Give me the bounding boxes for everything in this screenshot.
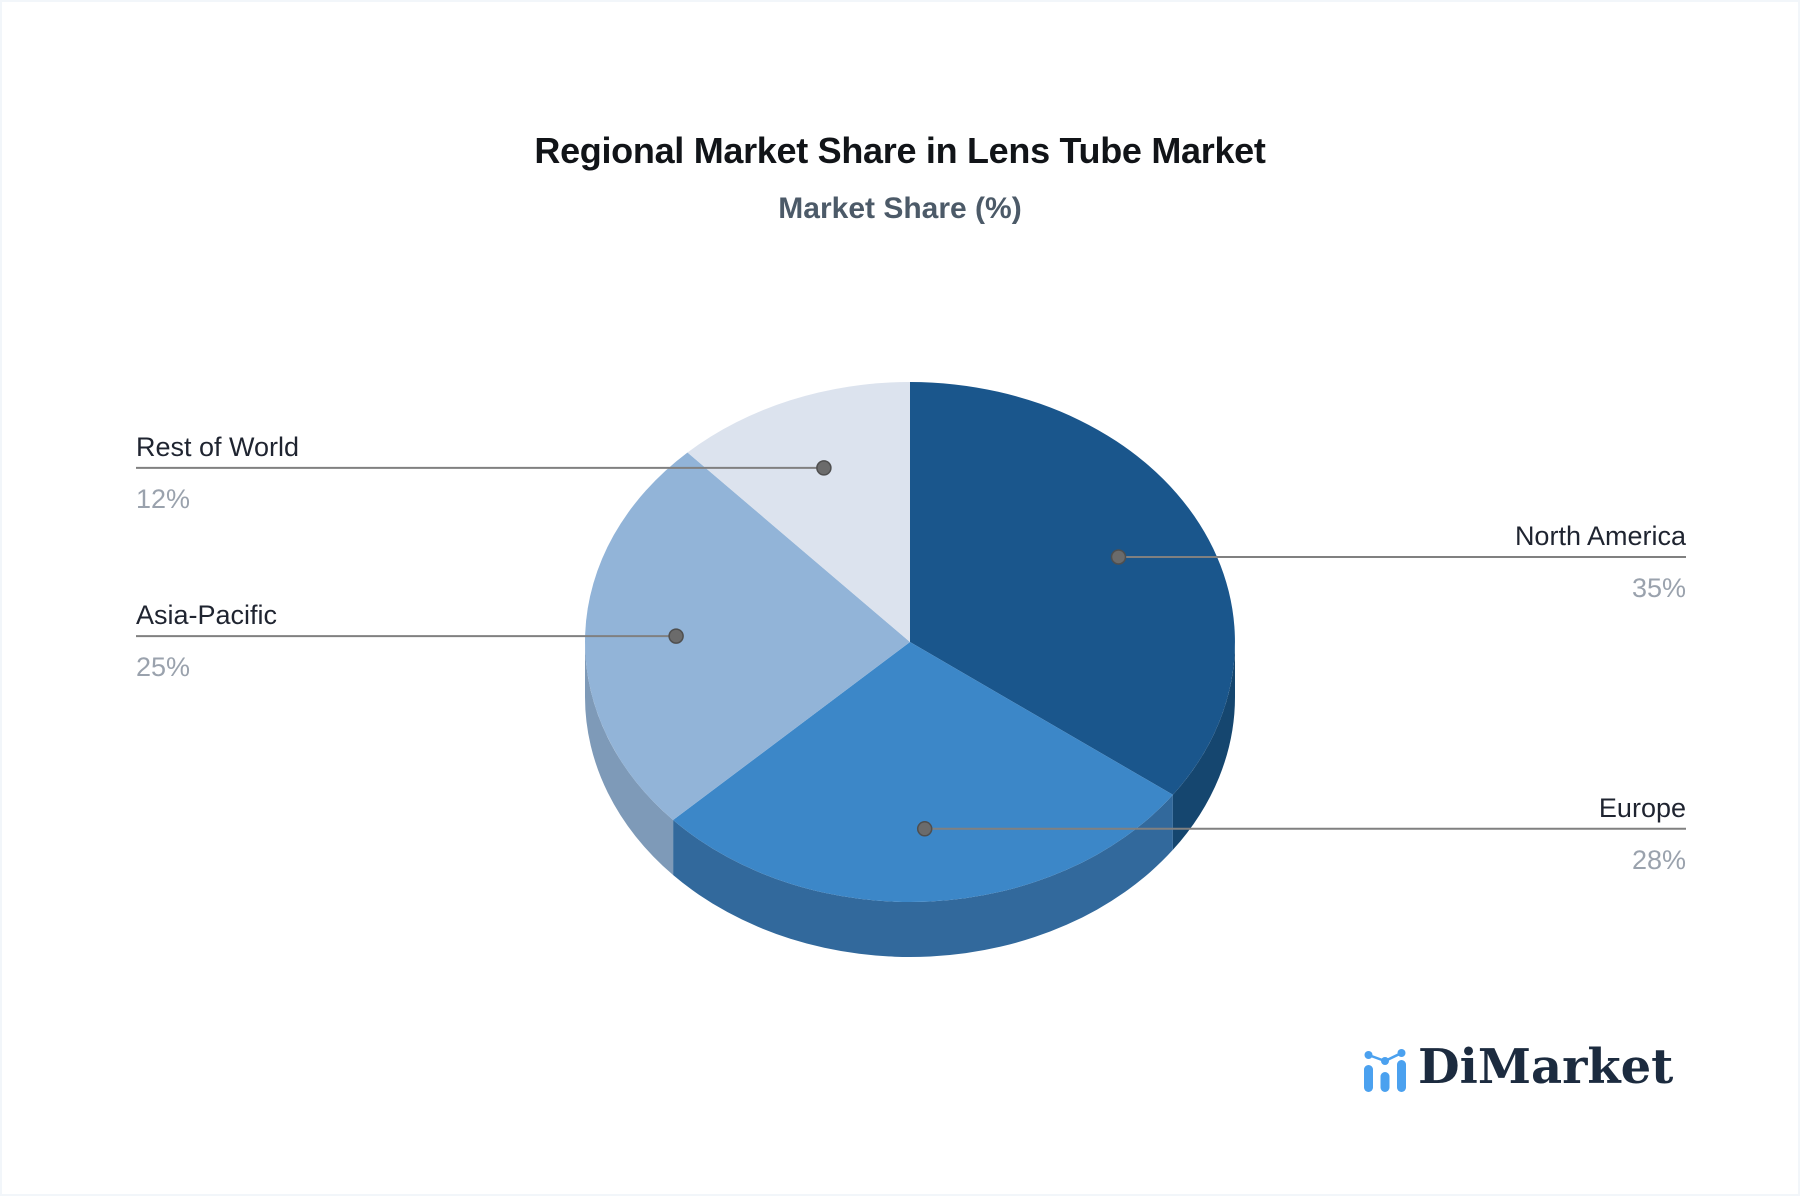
pie-slice-side-europe bbox=[673, 794, 1173, 957]
callout-dot-north-america bbox=[1110, 549, 1127, 565]
callout-label-europe: Europe bbox=[1599, 793, 1686, 823]
pie-slice-side-asia-pacific bbox=[585, 642, 674, 875]
callout-label-asia-pacific: Asia-Pacific bbox=[136, 600, 277, 630]
callout-value-north-america: 35% bbox=[1632, 573, 1686, 603]
callout-dot-europe bbox=[916, 821, 933, 837]
chart-title: Regional Market Share in Lens Tube Marke… bbox=[534, 130, 1266, 171]
pie-slice-north-america[interactable] bbox=[910, 382, 1235, 795]
callout-value-asia-pacific: 25% bbox=[136, 652, 190, 682]
chart-subtitle: Market Share (%) bbox=[778, 192, 1022, 225]
callout-dot-rest-of-world bbox=[816, 460, 832, 476]
pie-slice-side-north-america bbox=[1172, 642, 1235, 850]
callout-value-rest-of-world: 12% bbox=[136, 484, 190, 514]
bar-line-chart-icon bbox=[1364, 1049, 1406, 1092]
pie-slice-rest-of-world[interactable] bbox=[687, 382, 911, 642]
callout-value-europe: 28% bbox=[1632, 845, 1686, 875]
pie-slice-asia-pacific[interactable] bbox=[585, 452, 910, 821]
callout-label-north-america: North America bbox=[1515, 521, 1687, 551]
brand-name: DiMarket bbox=[1418, 1039, 1674, 1095]
pie-slice-europe[interactable] bbox=[673, 642, 1173, 902]
callout-label-rest-of-world: Rest of World bbox=[136, 432, 299, 462]
callout-dot-asia-pacific bbox=[668, 628, 684, 644]
